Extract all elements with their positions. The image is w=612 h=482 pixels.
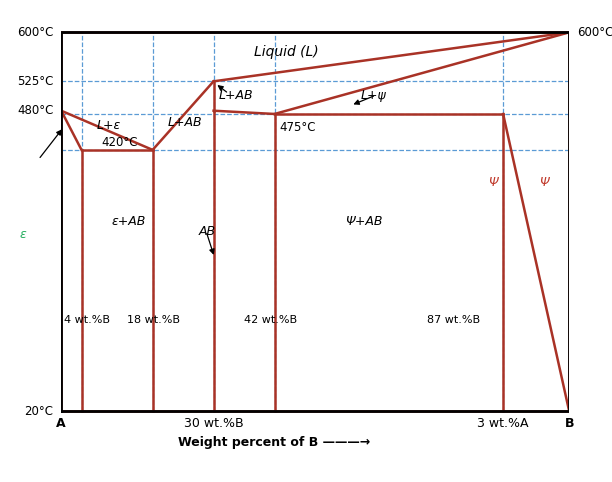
Text: L+ψ: L+ψ: [361, 89, 387, 102]
Text: 30 wt.%B: 30 wt.%B: [184, 417, 244, 430]
Text: 475°C: 475°C: [280, 121, 316, 134]
Text: Weight percent of B ———→: Weight percent of B ———→: [179, 436, 371, 449]
Text: 420°C: 420°C: [102, 135, 138, 148]
Text: B: B: [564, 417, 574, 430]
Text: Ψ: Ψ: [488, 176, 498, 189]
Text: 4 wt.%B: 4 wt.%B: [64, 315, 110, 325]
Text: Liquid (L): Liquid (L): [254, 45, 319, 59]
Text: A: A: [56, 417, 66, 430]
Text: 87 wt.%B: 87 wt.%B: [427, 315, 480, 325]
Text: 18 wt.%B: 18 wt.%B: [127, 315, 181, 325]
Text: 600°C: 600°C: [577, 26, 612, 39]
Text: 3 wt.%A: 3 wt.%A: [477, 417, 529, 430]
Text: Ψ: Ψ: [539, 176, 549, 189]
Text: 480°C: 480°C: [17, 104, 54, 117]
Text: L+AB: L+AB: [218, 89, 253, 102]
Text: ε+AB: ε+AB: [112, 215, 146, 228]
Text: 20°C: 20°C: [24, 404, 54, 417]
Text: 42 wt.%B: 42 wt.%B: [244, 315, 297, 325]
Text: ε: ε: [20, 228, 26, 241]
Text: L+ε: L+ε: [97, 119, 121, 132]
Text: Ψ+AB: Ψ+AB: [346, 215, 383, 228]
Text: 525°C: 525°C: [17, 75, 54, 88]
Text: L+AB: L+AB: [168, 116, 203, 129]
Text: AB: AB: [198, 225, 215, 238]
Text: 600°C: 600°C: [17, 26, 54, 39]
